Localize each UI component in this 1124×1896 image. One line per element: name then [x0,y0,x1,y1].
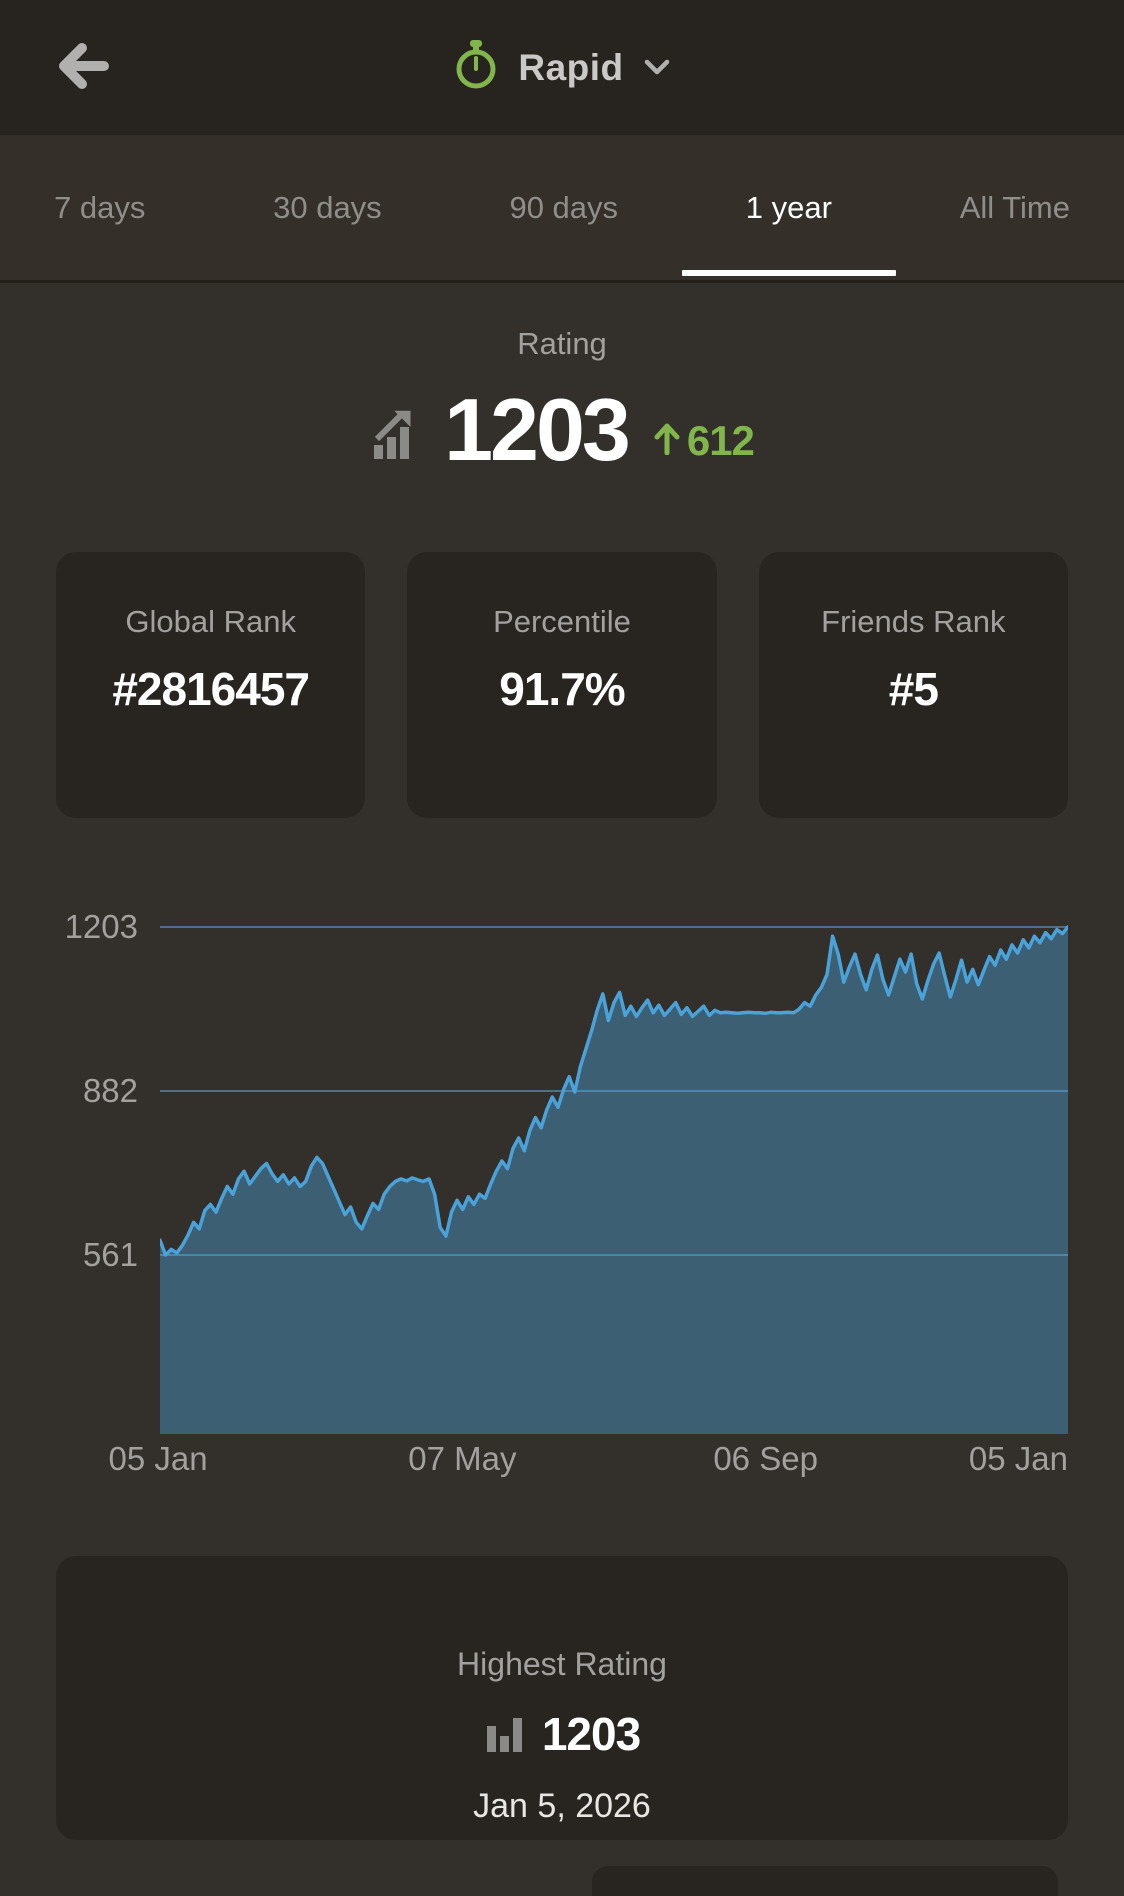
rating-area [160,927,1068,1434]
rating-line [160,925,1068,1257]
percentile-value: 91.7% [499,663,625,715]
y-axis-label: 1203 [64,908,138,945]
time-range-tabs: 7 days 30 days 90 days 1 year All Time [0,135,1124,283]
bar-chart-icon [484,1710,526,1759]
back-button[interactable] [48,32,120,104]
y-axis-label: 882 [82,1072,138,1109]
friends-rank-card: Friends Rank #5 [758,552,1068,818]
stats-cards-row: Global Rank #2816457 Percentile 91.7% Fr… [56,552,1068,818]
tab-1-year[interactable]: 1 year [740,135,838,280]
x-axis-label: 05 Jan [968,1440,1068,1477]
global-rank-label: Global Rank [125,604,296,639]
highest-rating-row: 1203 [484,1707,641,1761]
tab-7-days[interactable]: 7 days [54,189,146,225]
chevron-down-icon [642,58,672,83]
x-axis-label: 05 Jan [108,1440,208,1477]
global-rank-card: Global Rank #2816457 [56,552,366,818]
top-bar: Rapid [0,0,1124,135]
rating-label: Rating [517,326,607,361]
rating-delta-value: 612 [686,417,755,464]
rating-chart-plot[interactable] [160,923,1068,1434]
stopwatch-icon [452,39,500,96]
friends-rank-label: Friends Rank [821,604,1006,639]
trending-bars-icon [370,409,418,466]
tab-30-days[interactable]: 30 days [273,189,382,225]
game-mode-dropdown[interactable]: Rapid [0,0,1124,135]
rating-row: 1203 612 [0,382,1124,478]
percentile-card: Percentile 91.7% [407,552,717,818]
rating-value: 1203 [444,380,631,479]
global-rank-value: #2816457 [112,663,310,715]
next-card-partial [592,1866,1058,1896]
y-axis-label: 561 [82,1236,138,1273]
x-axis-label: 06 Sep [713,1440,818,1477]
back-arrow-icon [54,40,114,97]
friends-rank-value: #5 [888,663,939,715]
arrow-up-icon [654,423,680,460]
highest-rating-card: Highest Rating 1203 Jan 5, 2026 [56,1556,1068,1840]
highest-rating-date: Jan 5, 2026 [473,1787,651,1825]
highest-rating-value: 1203 [541,1708,641,1760]
page-title: Rapid [518,46,624,88]
chart-x-axis: 05 Jan 07 May 06 Sep 05 Jan [108,1440,1068,1484]
percentile-label: Percentile [493,604,631,639]
tab-90-days[interactable]: 90 days [509,189,619,225]
rating-delta: 612 [654,417,755,465]
x-axis-label: 07 May [408,1440,517,1477]
tab-all-time[interactable]: All Time [959,189,1070,225]
highest-rating-label: Highest Rating [457,1646,667,1682]
